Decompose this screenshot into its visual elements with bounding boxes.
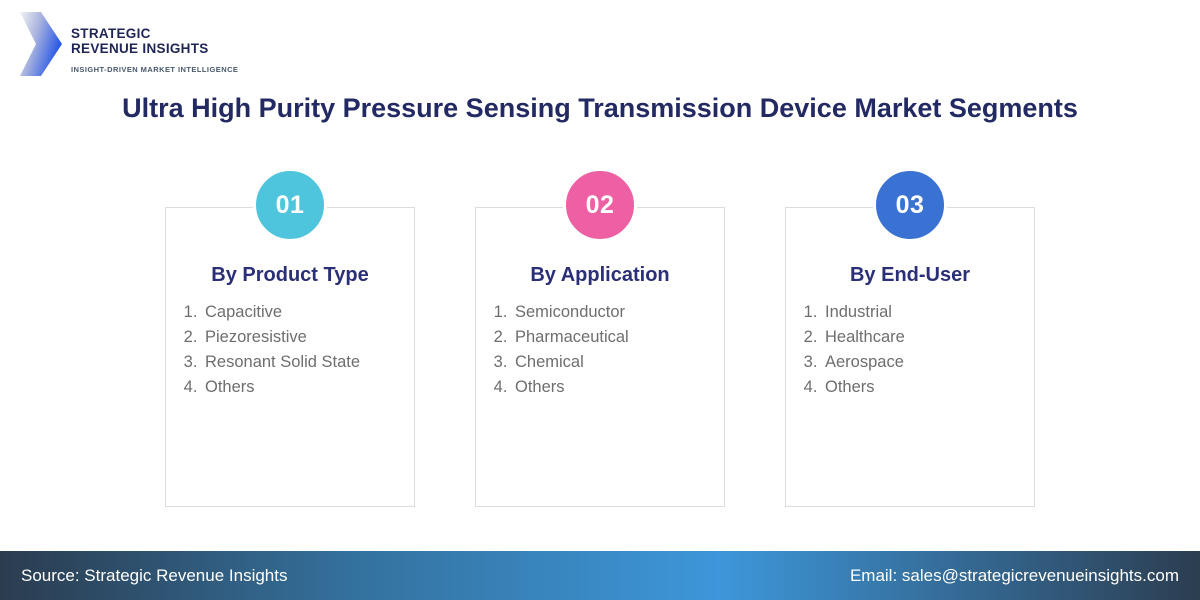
list-item: Pharmaceutical [512,325,716,350]
card-number-badge: 02 [563,168,637,242]
logo: STRATEGIC REVENUE INSIGHTS INSIGHT-DRIVE… [20,12,238,76]
list-item: Capacitive [202,300,406,325]
card-number-badge: 03 [873,168,947,242]
list-item: Healthcare [822,325,1026,350]
footer-email: Email: sales@strategicrevenueinsights.co… [849,565,1179,585]
segment-card-application: 02 By Application Semiconductor Pharmace… [475,168,725,507]
list-item: Semiconductor [512,300,716,325]
page-title: Ultra High Purity Pressure Sensing Trans… [122,93,1078,123]
footer-bar: Source: Strategic Revenue Insights Email… [0,551,1200,600]
list-item: Others [512,375,716,400]
card-number-badge: 01 [253,168,327,242]
list-item: Aerospace [822,350,1026,375]
list-item: Others [822,375,1026,400]
list-item: Piezoresistive [202,325,406,350]
cards-row: 01 By Product Type Capacitive Piezoresis… [0,168,1200,507]
footer-source: Source: Strategic Revenue Insights [21,565,288,585]
list-item: Chemical [512,350,716,375]
segment-list: Semiconductor Pharmaceutical Chemical Ot… [476,300,724,400]
card-heading: By Application [530,264,670,286]
list-item: Industrial [822,300,1026,325]
logo-title: STRATEGIC REVENUE INSIGHTS [71,26,209,56]
segment-card-product-type: 01 By Product Type Capacitive Piezoresis… [165,168,415,507]
logo-text-block: STRATEGIC REVENUE INSIGHTS INSIGHT-DRIVE… [71,12,238,74]
segment-card-end-user: 03 By End-User Industrial Healthcare Aer… [785,168,1035,507]
segment-list: Capacitive Piezoresistive Resonant Solid… [166,300,414,400]
logo-chevron-icon [20,12,62,76]
card-heading: By End-User [849,264,971,286]
segment-list: Industrial Healthcare Aerospace Others [786,300,1034,400]
card-heading: By Product Type [211,264,369,286]
list-item: Others [202,375,406,400]
list-item: Resonant Solid State [202,350,406,375]
logo-tagline: INSIGHT-DRIVEN MARKET INTELLIGENCE [71,65,239,74]
